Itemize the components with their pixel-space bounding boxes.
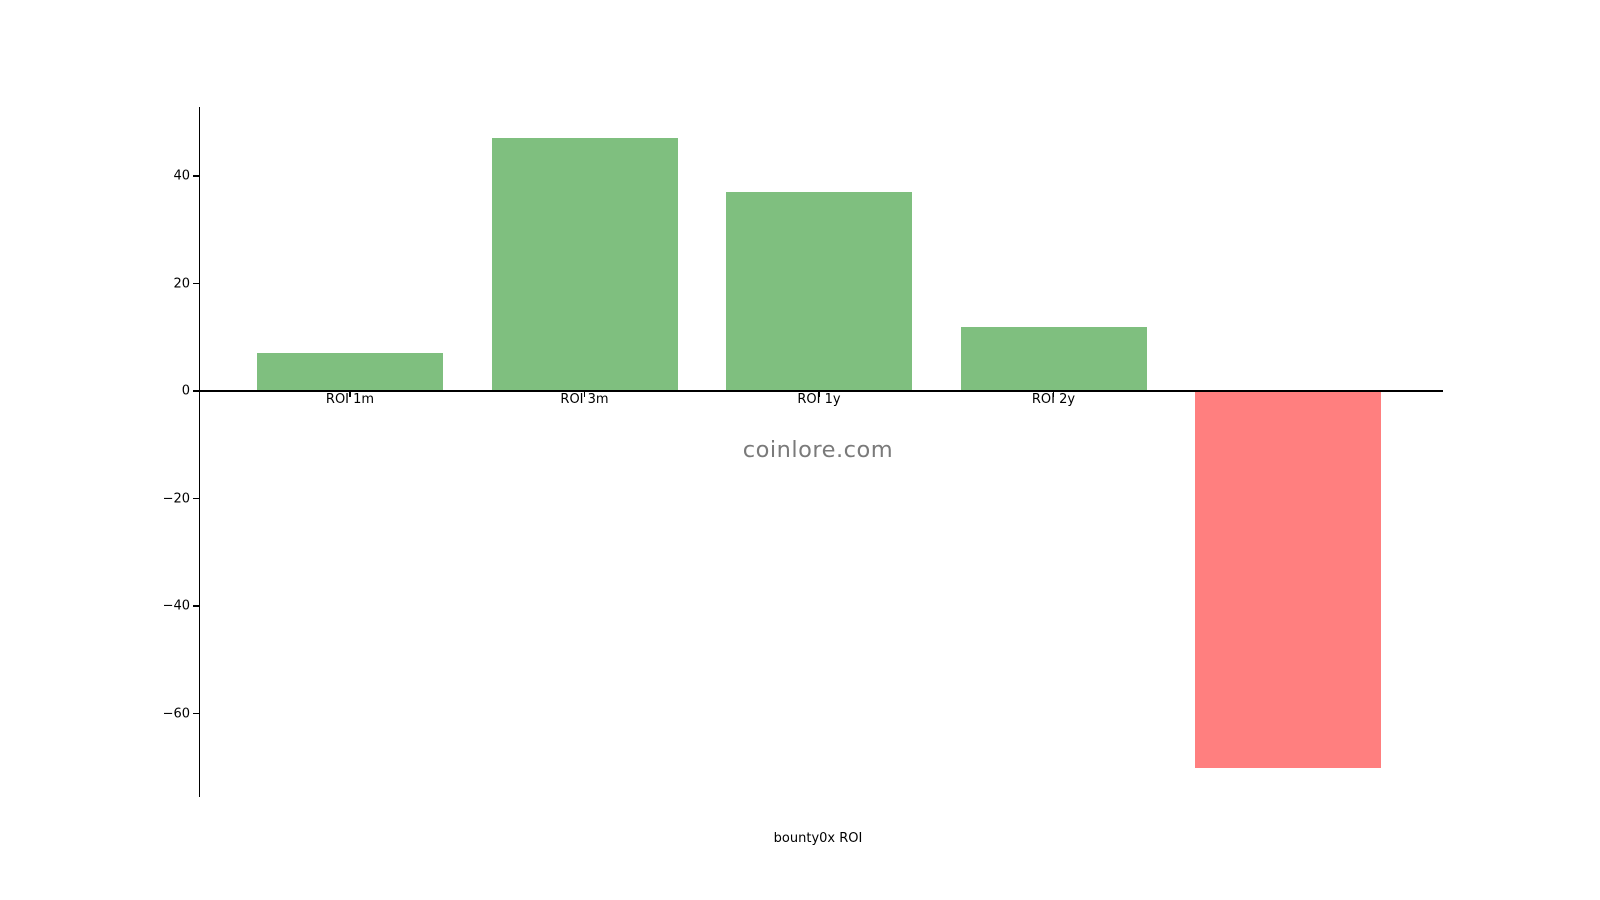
x-axis-tick [1052, 391, 1055, 397]
x-axis-tick-label: ROI 1m [325, 392, 375, 407]
x-axis-tick [583, 391, 586, 397]
x-axis-tick [818, 391, 820, 397]
y-axis-tick [193, 175, 199, 177]
chart-x-axis-title: bounty0x ROI [773, 831, 863, 846]
y-axis-tick-label: 40 [173, 168, 190, 184]
watermark-text: coinlore.com [742, 437, 894, 463]
y-axis-line [198, 107, 200, 797]
y-axis-tick [193, 390, 199, 392]
roi-bar [1195, 391, 1381, 769]
x-axis-tick-label: ROI 2y [1031, 392, 1076, 407]
y-axis-tick-label: −40 [162, 598, 190, 614]
y-axis-tick-label: −60 [162, 706, 190, 721]
roi-bar [960, 326, 1147, 391]
y-axis-tick [193, 497, 199, 500]
x-axis-zero-line [199, 390, 1443, 392]
roi-bar [491, 138, 678, 391]
y-axis-tick [193, 712, 199, 715]
y-axis-tick-label: 20 [173, 276, 190, 291]
roi-bar [726, 192, 912, 391]
y-axis-tick-label: 0 [181, 383, 190, 399]
x-axis-tick-label: ROI 1y [797, 392, 841, 407]
y-axis-tick [193, 605, 199, 607]
x-axis-tick [349, 391, 351, 397]
x-axis-tick-label: ROI 3m [560, 392, 609, 407]
y-axis-tick-label: −20 [162, 491, 190, 506]
y-axis-tick [193, 282, 199, 285]
roi-bar [257, 353, 443, 391]
